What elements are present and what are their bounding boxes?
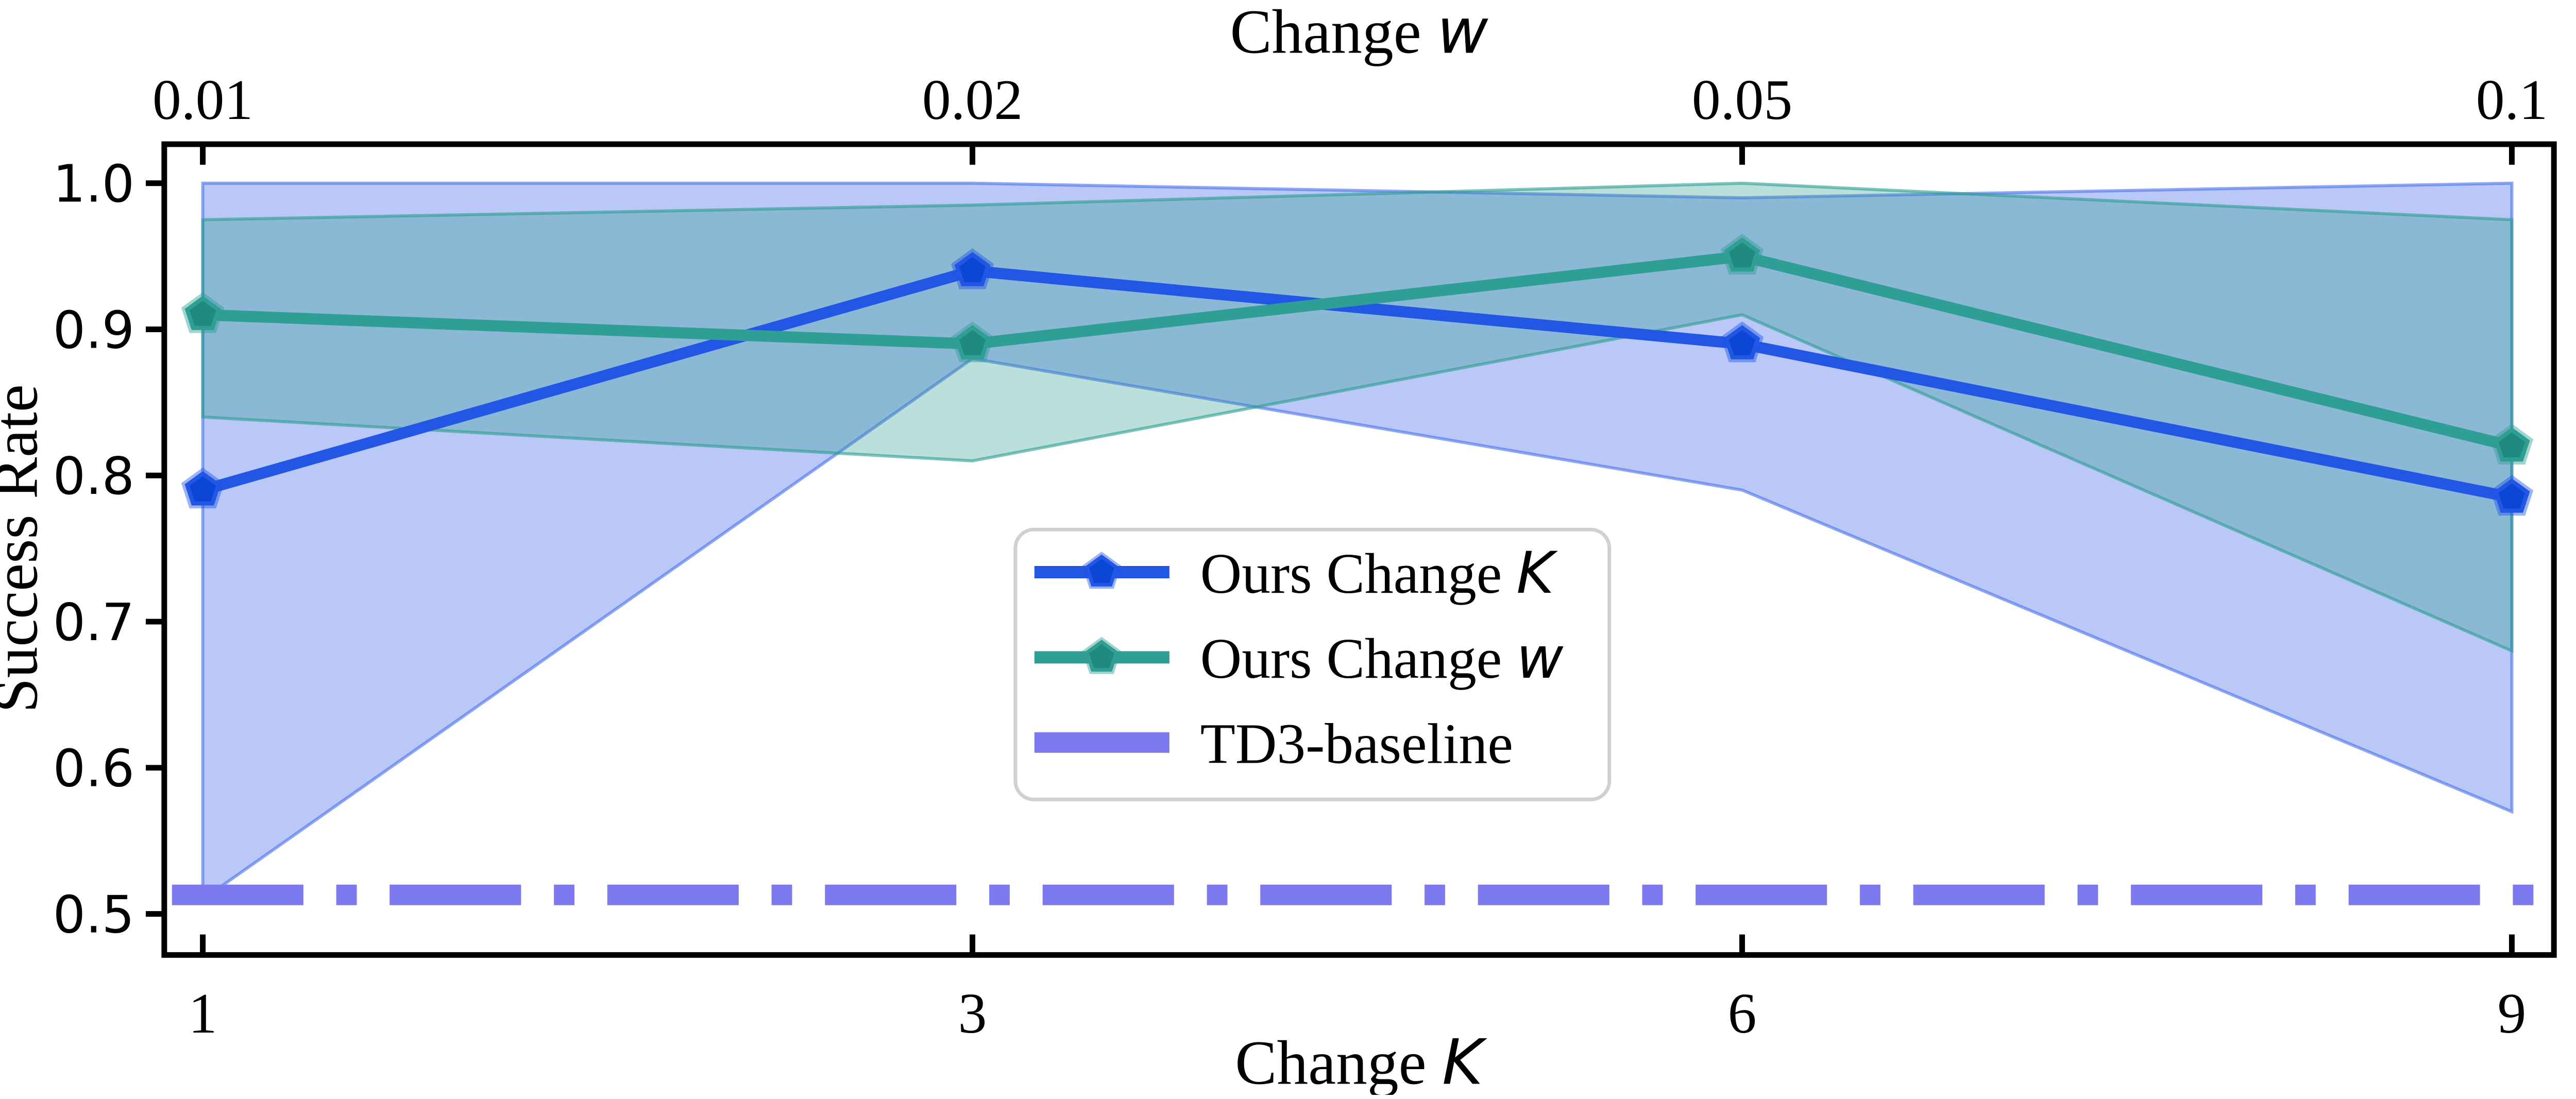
- axes-layer: [145, 141, 2557, 958]
- y-tick-label-0.8: 0.8: [53, 447, 134, 506]
- series-lines-layer: [181, 233, 2534, 516]
- bottom-axis-title-mathvar: K: [1442, 1025, 1487, 1095]
- bottom-tick-label-6: 6: [1728, 982, 1757, 1045]
- pentagon-marker: [2494, 427, 2530, 462]
- legend-pentagon-marker: [1084, 554, 1118, 587]
- top-axis-title: Change w: [1230, 0, 1488, 68]
- top-tick-label-0.01: 0.01: [152, 68, 253, 132]
- pentagon-marker: [184, 471, 221, 506]
- top-tick-label-0.05: 0.05: [1692, 68, 1792, 132]
- y-tick-label-0.6: 0.6: [53, 740, 134, 799]
- pentagon-marker: [954, 325, 991, 359]
- bottom-tick-label-1: 1: [189, 982, 217, 1045]
- top-tick-label-0.1: 0.1: [2476, 68, 2548, 132]
- bottom-axis-title-text: Change: [1235, 1028, 1442, 1095]
- pentagon-marker: [1724, 325, 1760, 359]
- top-tick-label-0.02: 0.02: [922, 68, 1023, 132]
- line-change-K: [201, 265, 2513, 503]
- y-tick-label-0.7: 0.7: [53, 593, 134, 652]
- legend-label-td3-baseline: TD3-baseline: [1200, 713, 1513, 776]
- legend-label-ours-change-K: Ours Change K: [1200, 540, 1558, 607]
- legend: Ours Change K Ours Change w TD3-baseline: [1013, 527, 1612, 801]
- legend-swatches: [1034, 552, 1170, 753]
- y-tick-label-1.0: 1.0: [53, 155, 134, 214]
- top-axis-title-mathvar: w: [1437, 0, 1488, 68]
- pentagon-marker: [1724, 237, 1760, 272]
- bottom-tick-label-9: 9: [2498, 982, 2527, 1045]
- top-axis-title-text: Change: [1230, 0, 1437, 67]
- pentagon-marker: [954, 252, 991, 286]
- pentagon-marker: [184, 296, 221, 330]
- y-tick-label-0.5: 0.5: [53, 885, 134, 945]
- pentagon-marker: [2494, 478, 2530, 513]
- plot-frame: [161, 141, 2557, 958]
- bottom-tick-label-3: 3: [958, 982, 987, 1045]
- legend-label-ours-change-w: Ours Change w: [1200, 625, 1564, 692]
- bottom-axis-title: Change K: [1235, 1025, 1487, 1095]
- legend-box: [1013, 527, 1612, 801]
- legend-pentagon-marker: [1084, 640, 1118, 672]
- band-change-K: [201, 181, 2514, 902]
- y-axis-title: Success Rate: [0, 384, 51, 713]
- line-change-w: [202, 250, 2514, 452]
- y-tick-label-0.9: 0.9: [53, 301, 134, 360]
